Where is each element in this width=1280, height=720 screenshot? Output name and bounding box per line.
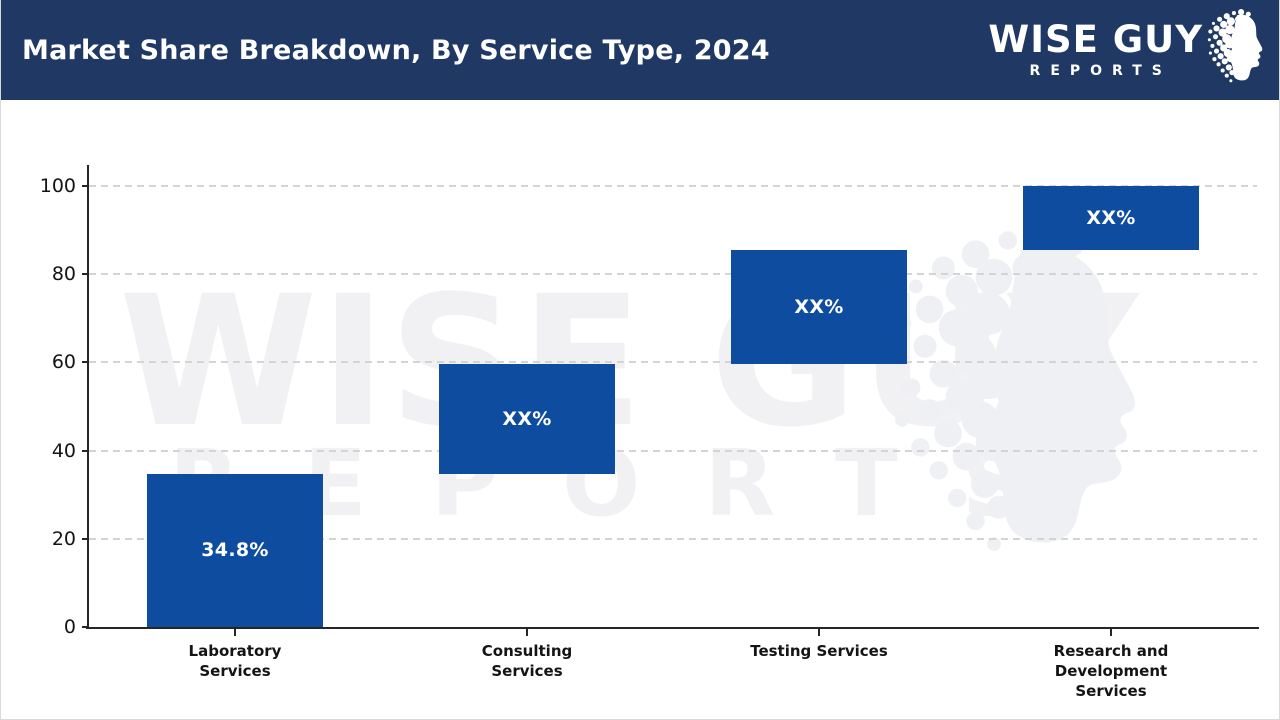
wiseguy-face-icon [1207,9,1263,83]
y-tick-60 [82,361,88,364]
gridline-40 [89,449,1257,452]
y-tick-label-0: 0 [63,616,76,638]
x-axis-line [86,627,1259,629]
bar-value-label: XX% [1086,206,1136,229]
gridline-60 [89,361,1257,364]
y-tick-label-20: 20 [51,527,76,550]
waterfall-chart: WISE GUY REPORTS 0 20 40 60 80 100 34.8% Labora… [1,100,1279,719]
bar-value-label: XX% [502,407,552,430]
gridline-100 [89,185,1257,187]
y-tick-label-100: 100 [39,175,76,197]
gridline-80 [89,273,1257,276]
wiseguy-logo: WISE GUY REPORTS [988,4,1267,96]
page-title: Market Share Breakdown, By Service Type,… [22,34,770,66]
category-label-3: Testing Services [750,642,888,660]
y-tick-100 [82,185,88,187]
y-tick-0 [82,626,88,628]
header-bar: Market Share Breakdown, By Service Type,… [1,0,1279,100]
y-tick-80 [82,273,88,276]
wiseguy-logo-name: WISE GUY [988,18,1203,61]
category-label-2: Consulting Services [481,642,573,680]
wiseguy-logo-subtitle: REPORTS [1029,63,1172,79]
x-tick-2 [526,629,528,636]
category-label-1: Laboratory Services [188,642,282,680]
bar-value-label: 34.8% [201,539,269,562]
y-tick-label-40: 40 [51,439,76,462]
y-tick-label-80: 80 [51,263,76,286]
category-label-4: Research and Development Services [1053,642,1169,700]
x-tick-4 [1110,629,1112,636]
y-tick-label-60: 60 [51,351,76,374]
y-axis-line [87,165,89,629]
bar-3: XX% [731,249,907,365]
bar-1: 34.8% [147,473,323,627]
x-tick-1 [234,629,236,636]
wiseguy-logo-text: WISE GUY REPORTS [988,20,1203,80]
bar-value-label: XX% [794,295,844,318]
y-tick-40 [82,449,88,452]
bar-2: XX% [439,364,615,474]
wiseguy-face-watermark [890,222,1136,551]
bar-4: XX% [1023,186,1199,250]
x-tick-3 [818,629,820,636]
y-tick-20 [82,537,88,540]
gridline-20 [89,537,1257,540]
